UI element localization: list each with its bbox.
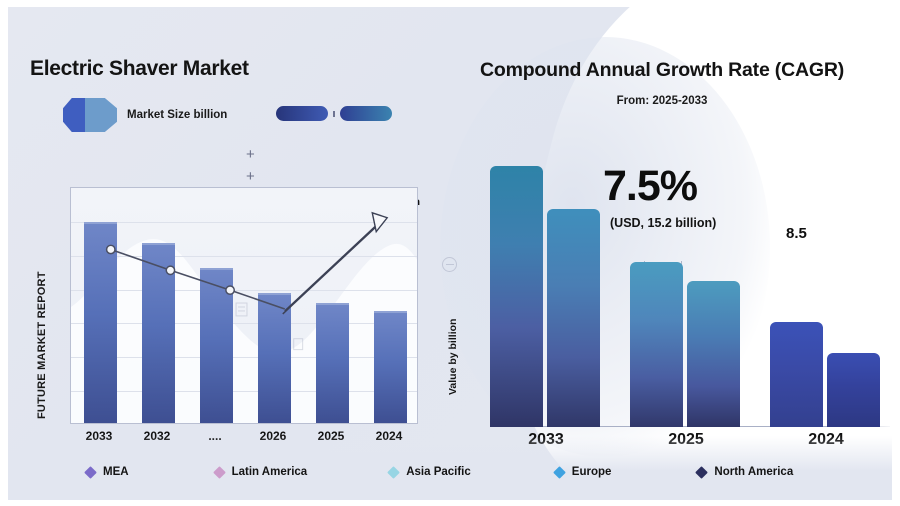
left-chart-plot-area — [70, 187, 418, 424]
cagr-note: (USD, 15.2 billion) — [610, 216, 717, 230]
gridline — [71, 357, 417, 359]
market-size-hexagon-icon — [63, 98, 117, 132]
plus-marks-decoration: + + — [246, 147, 255, 184]
cagr-subtitle: From: 2025-2033 — [616, 95, 708, 107]
bar-data-label-2024: 8.5 — [786, 225, 807, 242]
page-title: Electric Shaver Market — [30, 57, 249, 80]
legend-label: Europe — [571, 466, 612, 478]
legend-label: North America — [714, 466, 794, 478]
minus-circle-icon — [442, 257, 457, 272]
right-panel: Compound Annual Growth Rate (CAGR) From:… — [438, 7, 892, 459]
legend-diamond-icon — [84, 465, 97, 479]
left-chart-y-axis-label: FUTURE MARKET REPORT — [36, 271, 48, 419]
bar-2024 — [373, 310, 407, 423]
cagr-value: 7.5% — [603, 162, 698, 210]
chart-watermark-icons — [235, 302, 304, 351]
legend-item-latin-america[interactable]: Latin America — [212, 465, 308, 479]
legend-label: MEA — [103, 466, 129, 478]
legend-item-mea[interactable]: MEA — [84, 465, 129, 479]
market-size-legend-label: Market Size billion — [127, 109, 228, 121]
bar-2033-secondary — [547, 208, 600, 427]
gradient-pill-teal — [340, 106, 392, 121]
left-panel: Electric Shaver Market Market Size billi… — [8, 7, 438, 459]
legend-diamond-icon — [552, 465, 566, 479]
gridline — [71, 323, 417, 325]
gridline — [71, 221, 417, 223]
legend-item-north-america[interactable]: North America — [695, 465, 794, 479]
market-size-legend: Market Size billion — [63, 98, 227, 132]
legend-label: Latin America — [231, 466, 308, 478]
legend-diamond-icon — [212, 465, 226, 479]
right-chart-bars — [468, 127, 890, 427]
gradient-pill-navy — [276, 106, 328, 121]
bar-2024-secondary — [827, 353, 880, 427]
bar-2026 — [257, 293, 291, 423]
cagr-title: Compound Annual Growth Rate (CAGR) — [479, 59, 845, 81]
bar-2025-secondary — [687, 281, 740, 427]
region-legend: MEA Latin America Asia Pacific Europe North … — [8, 465, 892, 479]
legend-label: Asia Pacific — [406, 466, 471, 478]
bar-2025-primary — [630, 262, 683, 427]
pill-separator-dot — [333, 110, 335, 117]
bar-2024-primary — [770, 322, 823, 427]
bar-2025 — [315, 302, 349, 423]
bottom-gradient-fade — [8, 436, 892, 500]
plus-icon-1: + — [246, 146, 255, 163]
legend-diamond-icon — [387, 465, 401, 479]
legend-item-asia-pacific[interactable]: Asia Pacific — [387, 465, 471, 479]
gradient-pill-pair — [276, 106, 392, 121]
right-chart-y-axis-label: Value by billion — [447, 318, 459, 395]
legend-item-europe[interactable]: Europe — [552, 465, 612, 479]
plus-icon-2: + — [246, 168, 255, 185]
bar-2033-primary — [490, 165, 543, 427]
legend-diamond-icon — [695, 465, 709, 479]
gridline — [71, 391, 417, 393]
infographic-canvas: Electric Shaver Market Market Size billi… — [8, 7, 892, 500]
